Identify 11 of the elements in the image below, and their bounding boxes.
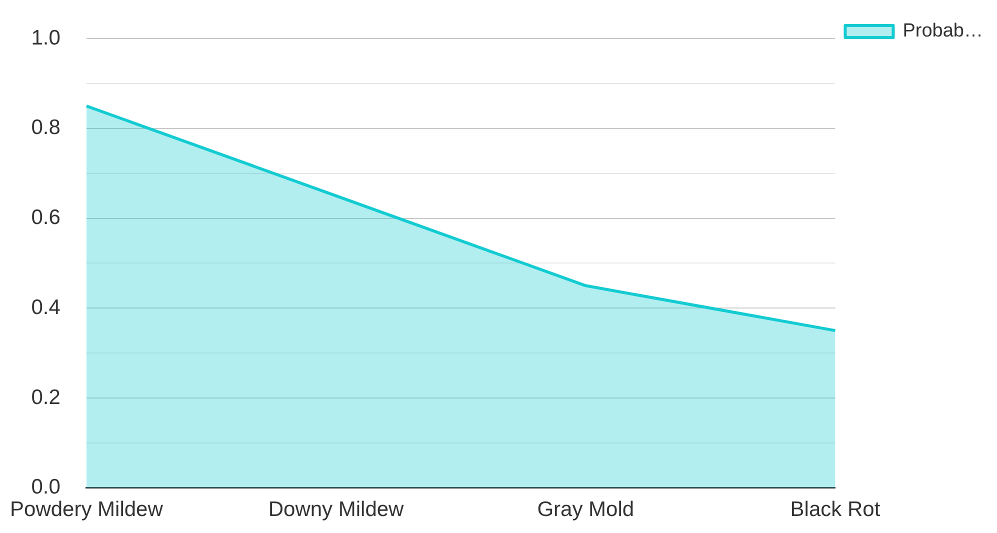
y-tick-label: 0.8 (31, 116, 60, 140)
legend-label: Probab… (902, 20, 984, 42)
x-tick-label: Gray Mold (537, 498, 634, 522)
y-tick-label: 0.2 (31, 386, 60, 409)
y-tick-label: 0.6 (31, 206, 60, 230)
x-tick-label: Downy Mildew (268, 498, 405, 522)
x-tick-label: Black Rot (790, 498, 880, 522)
y-tick-label: 0.0 (31, 476, 60, 499)
x-tick-label: Powdery Mildew (10, 498, 164, 522)
y-tick-label: 1.0 (31, 26, 60, 50)
y-tick-label: 0.4 (31, 296, 61, 319)
